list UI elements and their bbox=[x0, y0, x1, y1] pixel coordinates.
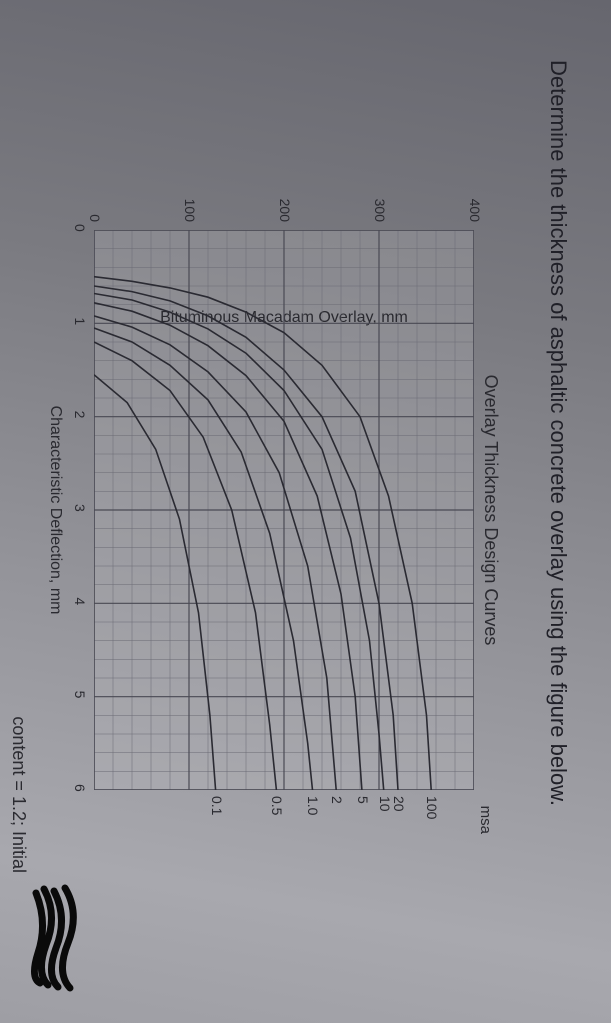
curve-msa-label: 2 bbox=[329, 796, 345, 804]
msa-unit-label: msa bbox=[477, 806, 494, 834]
curve-msa-label: 1.0 bbox=[306, 796, 322, 815]
curve-msa-label: 10 bbox=[377, 796, 393, 812]
x-tick-label: 3 bbox=[72, 504, 88, 512]
y-tick-label: 0 bbox=[87, 214, 103, 222]
chart-curves bbox=[94, 230, 474, 790]
cutoff-text: content = 1.2; Initial bbox=[8, 716, 29, 873]
x-tick-label: 5 bbox=[72, 691, 88, 699]
overlay-thickness-chart: Overlay Thickness Design Curves Bitumino… bbox=[31, 180, 501, 840]
curve-msa-label: 20 bbox=[391, 796, 407, 812]
x-tick-label: 4 bbox=[72, 597, 88, 605]
y-tick-label: 400 bbox=[467, 199, 483, 222]
curve-msa-label: 5 bbox=[355, 796, 371, 804]
curve-msa-label: 0.5 bbox=[269, 796, 285, 815]
y-tick-label: 100 bbox=[182, 199, 198, 222]
curve-msa-label: 0.1 bbox=[209, 796, 225, 815]
chart-title: Overlay Thickness Design Curves bbox=[480, 180, 501, 840]
y-tick-label: 300 bbox=[372, 199, 388, 222]
x-tick-label: 2 bbox=[72, 411, 88, 419]
x-tick-label: 1 bbox=[72, 317, 88, 325]
redaction-scribble bbox=[30, 883, 80, 993]
chart-plot-area: Bituminous Macadam Overlay, mm Character… bbox=[94, 230, 474, 790]
question-text: Determine the thickness of asphaltic con… bbox=[545, 60, 571, 983]
curve-msa-label: 100 bbox=[424, 796, 440, 819]
x-tick-label: 6 bbox=[72, 784, 88, 792]
x-tick-label: 0 bbox=[72, 224, 88, 232]
y-tick-label: 200 bbox=[277, 199, 293, 222]
chart-xlabel: Characteristic Deflection, mm bbox=[46, 406, 64, 615]
